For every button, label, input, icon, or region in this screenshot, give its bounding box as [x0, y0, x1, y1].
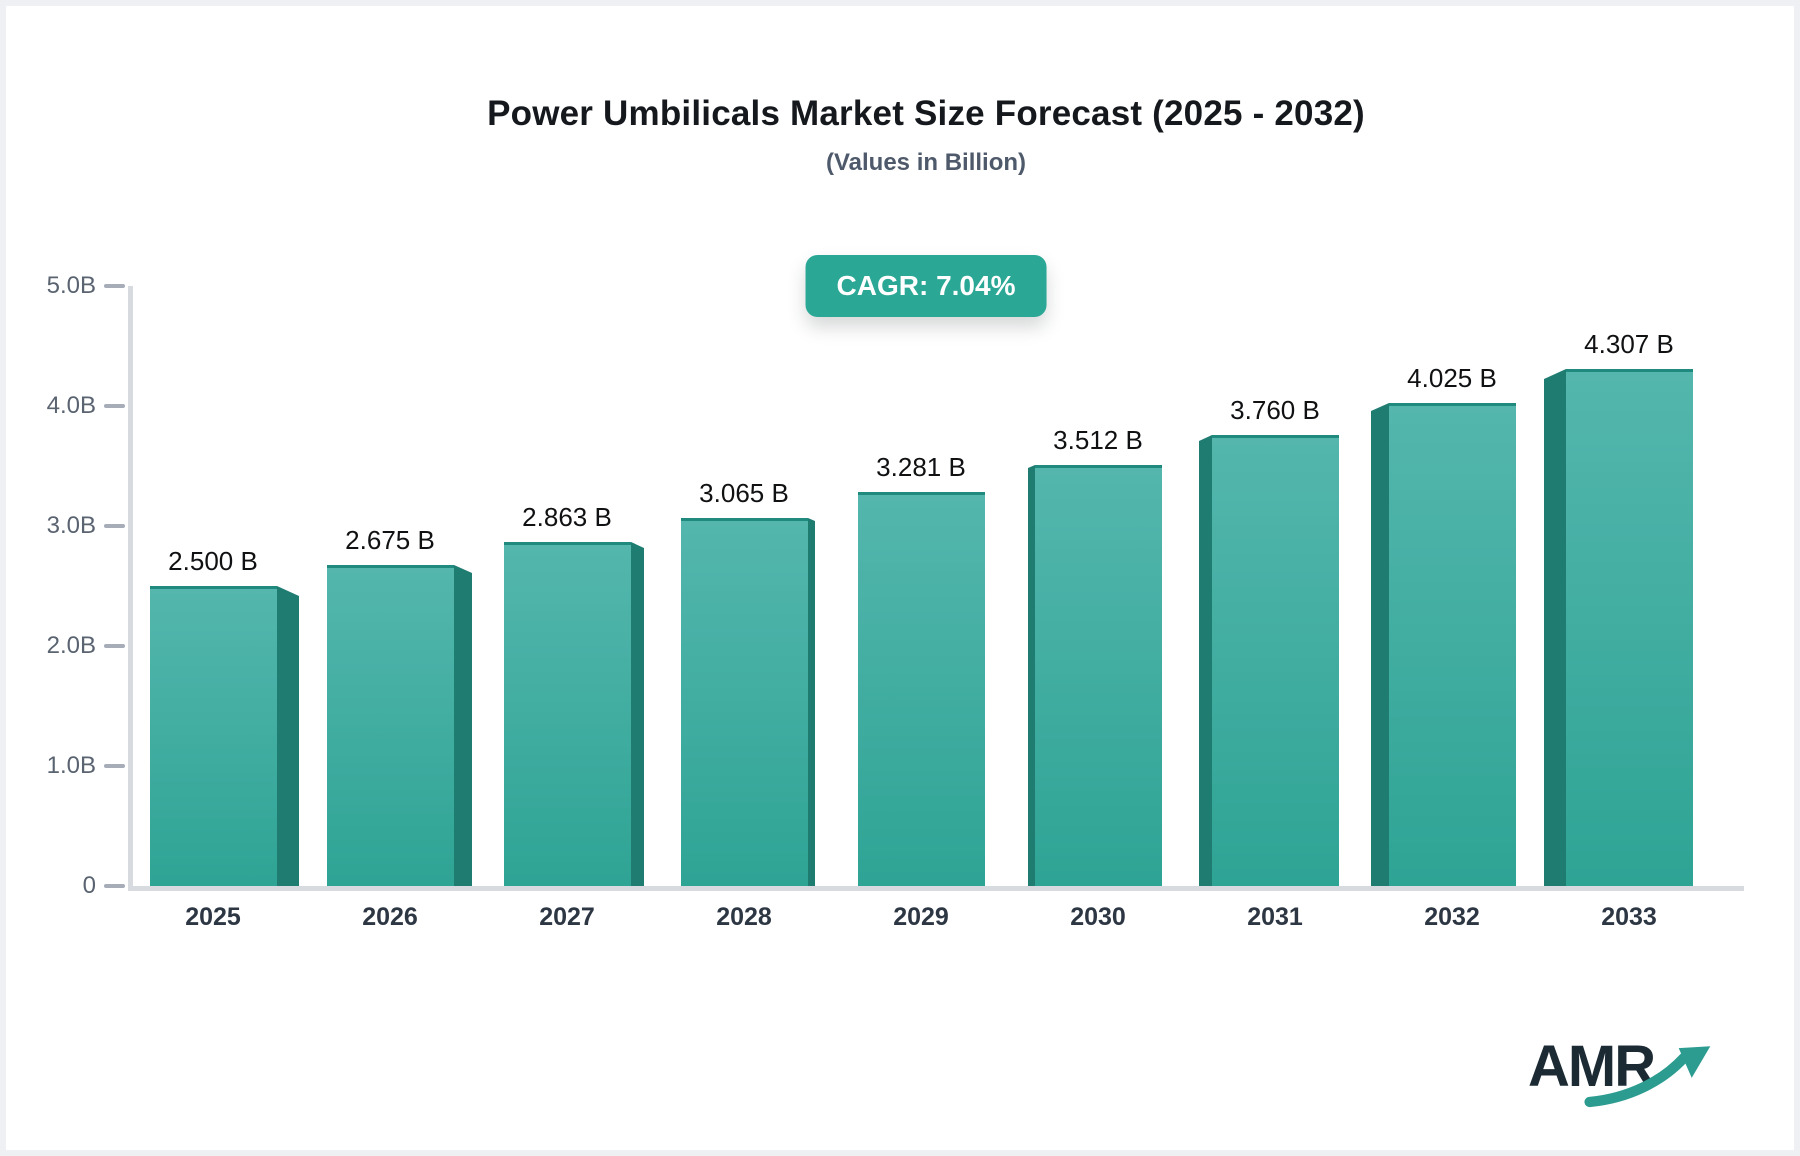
y-axis-tick-label: 1.0B — [46, 752, 96, 779]
y-axis-tick-label: 0 — [82, 872, 96, 899]
bar-2026 — [327, 565, 454, 886]
x-axis-tick-label: 2026 — [362, 903, 418, 931]
bar-value-label: 2.675 B — [345, 525, 435, 555]
bar-value-label: 4.307 B — [1584, 329, 1674, 359]
bar-3d-side-2030 — [1028, 465, 1035, 886]
chart-title: Power Umbilicals Market Size Forecast (2… — [487, 94, 1365, 133]
bar-3d-side-2032 — [1371, 403, 1389, 886]
y-axis-tick-label: 4.0B — [46, 392, 96, 419]
bar-2029 — [858, 492, 985, 886]
y-axis-tick-label: 2.0B — [46, 632, 96, 659]
bar-2033 — [1566, 369, 1693, 886]
bar-2032 — [1389, 403, 1516, 886]
bar-3d-side-2026 — [454, 565, 472, 886]
chart-subtitle: (Values in Billion) — [825, 149, 1027, 176]
y-axis-tick-mark — [104, 644, 125, 648]
y-axis-line — [128, 286, 133, 891]
bar-2031 — [1212, 435, 1339, 886]
bar-3d-side-2028 — [808, 518, 815, 886]
bar-2025 — [150, 586, 277, 886]
bar-value-label: 3.281 B — [876, 452, 966, 482]
y-axis-tick-mark — [104, 764, 125, 768]
y-axis-tick-mark — [104, 524, 125, 528]
x-axis-tick-label: 2028 — [716, 903, 772, 931]
x-axis-tick-label: 2032 — [1424, 903, 1480, 931]
bar-3d-side-2027 — [631, 542, 644, 886]
y-axis-tick-mark — [104, 284, 125, 288]
bar-value-label: 3.512 B — [1053, 425, 1143, 455]
y-axis-tick-mark — [104, 884, 125, 888]
bar-value-label: 3.065 B — [699, 478, 789, 508]
cagr-badge: CAGR: 7.04% — [805, 255, 1047, 317]
x-axis-tick-label: 2029 — [893, 903, 949, 931]
amr-logo: AMR — [1528, 1038, 1728, 1118]
bar-value-label: 2.500 B — [168, 546, 258, 576]
x-axis-tick-label: 2025 — [185, 903, 241, 931]
growth-arrow-icon — [1584, 1046, 1711, 1108]
bar-2030 — [1035, 465, 1162, 886]
bar-3d-side-2025 — [277, 586, 299, 886]
y-axis-tick-mark — [104, 404, 125, 408]
x-axis-tick-label: 2031 — [1247, 903, 1303, 931]
bar-2028 — [681, 518, 808, 886]
bar-3d-side-2033 — [1544, 369, 1566, 886]
bar-value-label: 2.863 B — [522, 502, 612, 532]
bar-value-label: 3.760 B — [1230, 395, 1320, 425]
bar-2027 — [504, 542, 631, 886]
y-axis-tick-label: 3.0B — [46, 512, 96, 539]
x-axis-line — [128, 886, 1744, 891]
bar-3d-side-2031 — [1199, 435, 1212, 886]
x-axis-tick-label: 2033 — [1601, 903, 1657, 931]
x-axis-tick-label: 2027 — [539, 903, 595, 931]
y-axis-tick-label: 5.0B — [46, 272, 96, 299]
x-axis-tick-label: 2030 — [1070, 903, 1126, 931]
bar-value-label: 4.025 B — [1407, 363, 1497, 393]
